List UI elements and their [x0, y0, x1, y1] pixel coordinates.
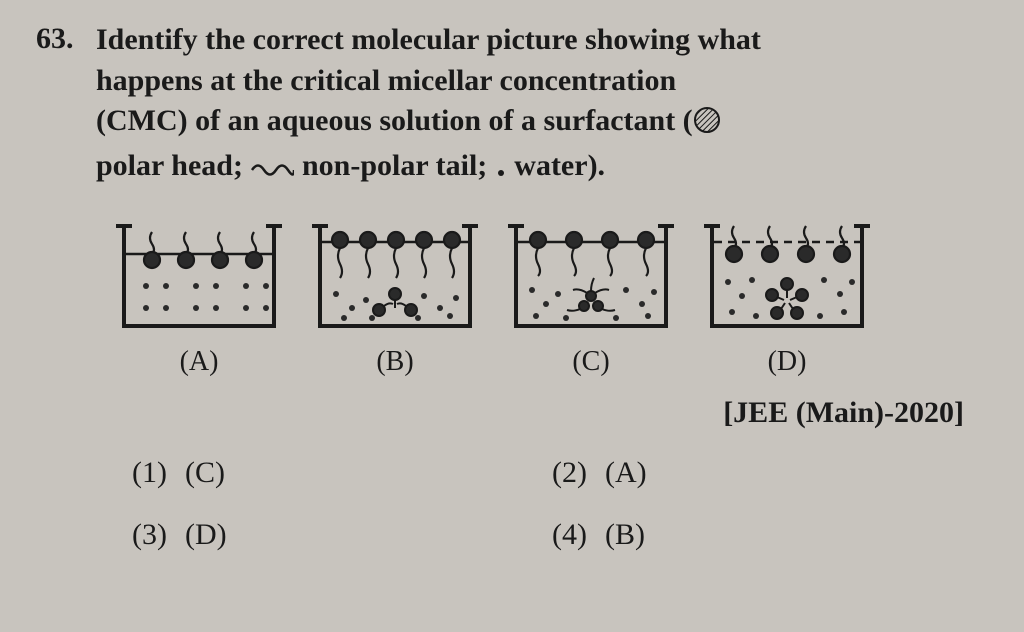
dot-water-icon	[495, 150, 507, 191]
diagrams-row: (A)	[104, 208, 984, 378]
diagram-a: (A)	[104, 208, 294, 378]
diagram-c: (C)	[496, 208, 686, 378]
option-4-num: (4)	[552, 518, 587, 552]
option-1: (1) (C)	[132, 456, 552, 490]
option-3-val: (D)	[185, 518, 227, 552]
diagram-d: (D)	[692, 208, 882, 378]
option-1-num: (1)	[132, 456, 167, 490]
options-grid: (1) (C) (2) (A) (3) (D) (4) (B)	[132, 456, 984, 552]
diagram-d-label: (D)	[768, 346, 807, 378]
option-1-val: (C)	[185, 456, 225, 490]
question-text: Identify the correct molecular picture s…	[96, 20, 761, 190]
wavy-tail-icon	[250, 150, 294, 191]
question-line4b: non-polar tail;	[294, 149, 494, 182]
diagram-a-label: (A)	[180, 346, 219, 378]
question-number: 63.	[36, 20, 96, 56]
question-row: 63. Identify the correct molecular pictu…	[36, 20, 984, 190]
option-3: (3) (D)	[132, 518, 552, 552]
question-line2: happens at the critical micellar concent…	[96, 64, 676, 97]
option-2: (2) (A)	[552, 456, 972, 490]
diagram-b-label: (B)	[376, 346, 413, 378]
diagram-b: (B)	[300, 208, 490, 378]
question-line3a: (CMC) of an aqueous solution of a surfac…	[96, 104, 693, 137]
polar-head-icon	[693, 105, 721, 146]
question-line1: Identify the correct molecular picture s…	[96, 23, 761, 56]
question-line4a: polar head;	[96, 149, 250, 182]
source-tag: [JEE (Main)-2020]	[36, 396, 964, 430]
option-3-num: (3)	[132, 518, 167, 552]
question-line4c: water).	[507, 149, 605, 182]
diagram-c-label: (C)	[572, 346, 609, 378]
option-2-num: (2)	[552, 456, 587, 490]
option-4: (4) (B)	[552, 518, 972, 552]
page: 63. Identify the correct molecular pictu…	[0, 0, 1024, 572]
option-2-val: (A)	[605, 456, 647, 490]
option-4-val: (B)	[605, 518, 645, 552]
